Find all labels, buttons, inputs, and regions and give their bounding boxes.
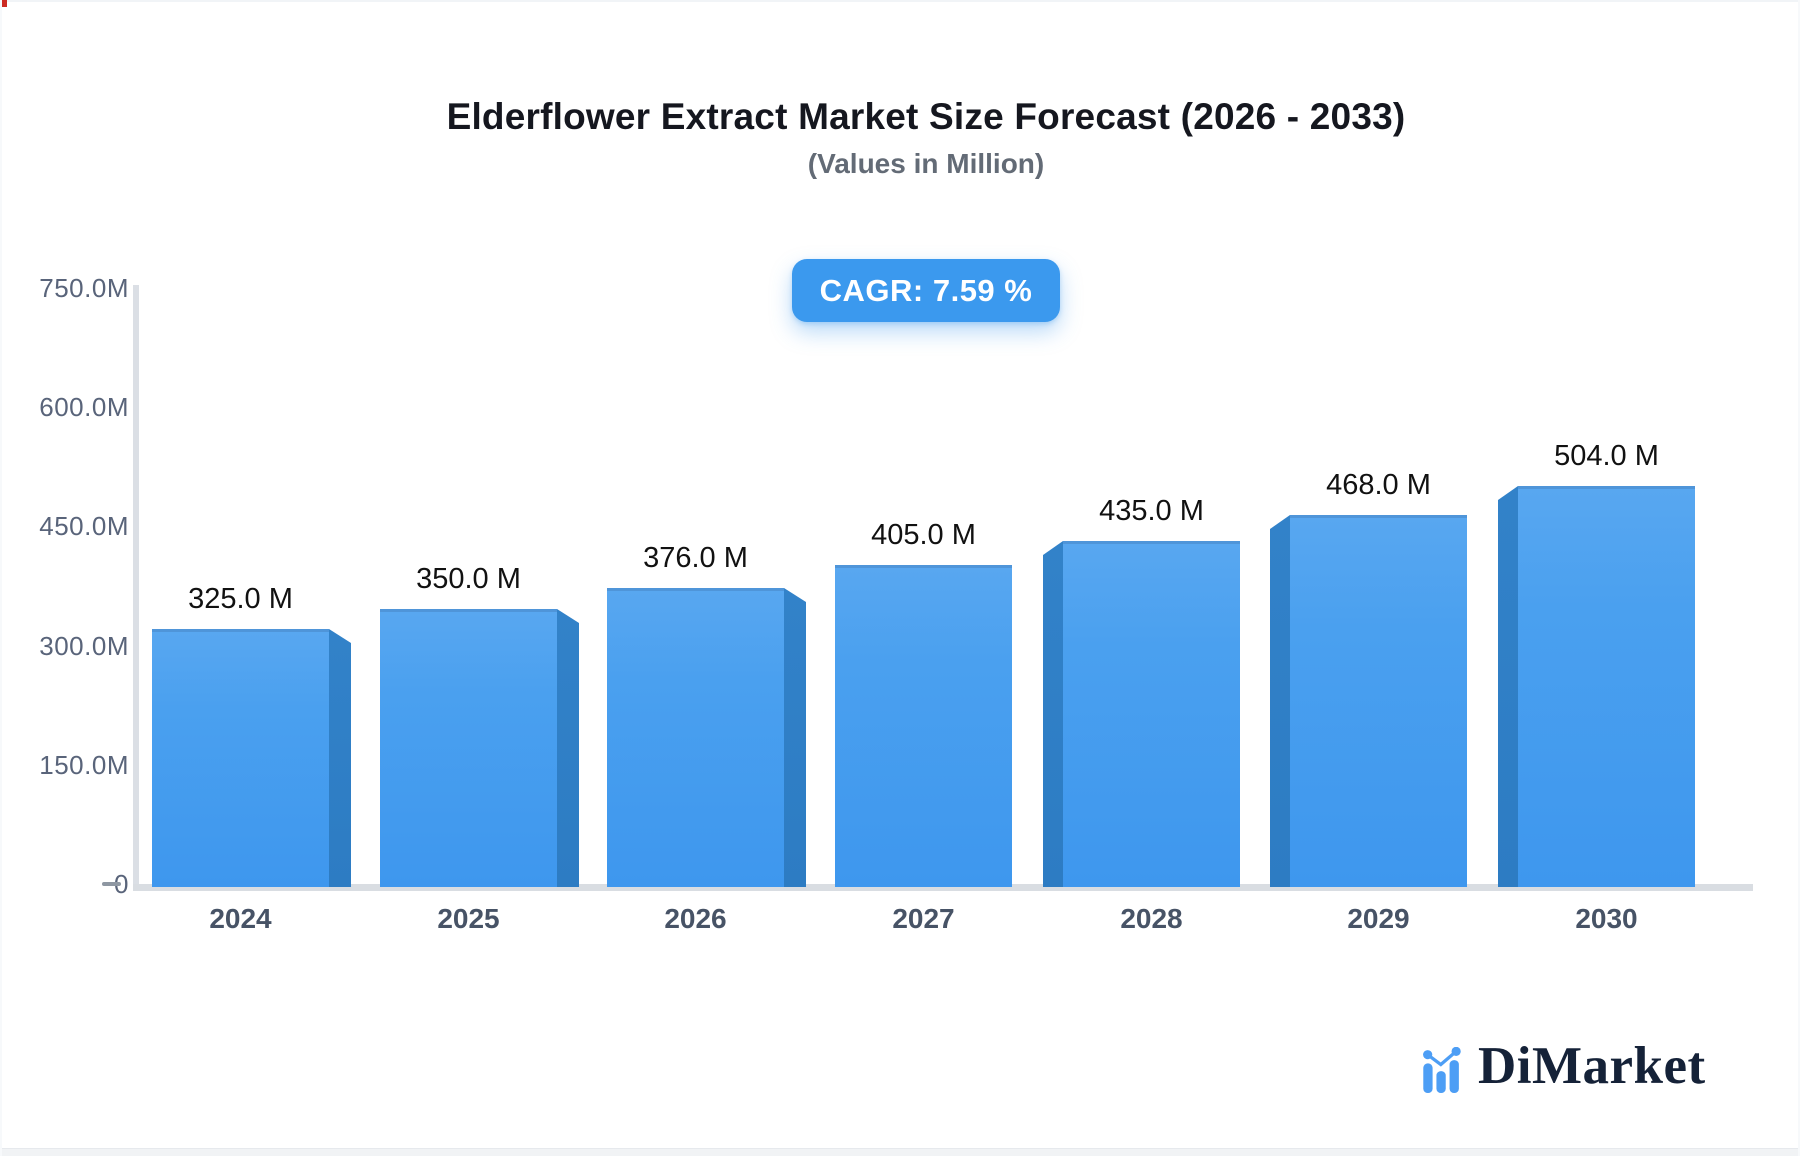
bar-2030[interactable]	[1518, 486, 1695, 887]
brand-logo: DiMarket	[1423, 1040, 1706, 1093]
bar-2026[interactable]	[607, 588, 784, 887]
x-axis-tick-label: 2024	[209, 903, 272, 934]
bar-2029[interactable]	[1290, 515, 1467, 887]
bar-value-label: 350.0 M	[416, 563, 521, 595]
bar-side-face	[784, 588, 806, 887]
bar-2028[interactable]	[1063, 541, 1240, 887]
bar-value-label: 376.0 M	[643, 542, 748, 574]
cagr-badge: CAGR: 7.59 %	[792, 259, 1060, 322]
chart-subtitle: (Values in Million)	[807, 148, 1045, 179]
x-axis-tick-label: 2030	[1575, 903, 1638, 934]
y-axis-tick-label: 150.0M	[39, 749, 129, 780]
bottom-border	[2, 1148, 1798, 1156]
bar-2027[interactable]	[835, 565, 1012, 887]
bar-value-label: 504.0 M	[1554, 440, 1659, 472]
brand-logo-text: DiMarket	[1478, 1037, 1706, 1095]
cagr-badge-label: CAGR: 7.59 %	[819, 272, 1033, 308]
bar-2024[interactable]	[152, 629, 329, 887]
y-axis-zero-tick	[102, 882, 121, 886]
x-axis-tick-label: 2029	[1347, 903, 1410, 934]
bar-side-face	[1270, 515, 1290, 887]
bar-2025[interactable]	[380, 609, 557, 887]
logo-bars-icon	[1423, 1047, 1461, 1093]
bar-value-label: 435.0 M	[1099, 495, 1204, 527]
x-axis-tick-label: 2028	[1120, 903, 1183, 934]
x-axis-tick-label: 2025	[437, 903, 500, 934]
bar-side-face	[1043, 541, 1063, 887]
chart-title: Elderflower Extract Market Size Forecast…	[446, 96, 1406, 137]
y-axis-tick-label: 750.0M	[39, 273, 129, 303]
y-axis-tick-label: 450.0M	[39, 511, 129, 542]
y-axis-line	[133, 285, 139, 891]
bar-value-label: 405.0 M	[871, 519, 976, 551]
bar-side-face	[329, 629, 351, 887]
bar-side-face	[557, 609, 579, 887]
y-axis-tick-label: 0	[114, 869, 129, 899]
y-axis-tick-label: 300.0M	[39, 630, 129, 661]
top-border	[2, 0, 1798, 2]
bar-value-label: 468.0 M	[1326, 469, 1431, 501]
y-axis-tick-label: 600.0M	[39, 392, 129, 423]
bar-value-label: 325.0 M	[188, 583, 293, 615]
x-axis-tick-label: 2026	[664, 903, 727, 934]
x-axis-line	[133, 884, 1753, 891]
x-axis-tick-label: 2027	[892, 903, 955, 934]
bar-side-face	[1498, 486, 1518, 887]
corner-marker	[2, 0, 7, 7]
